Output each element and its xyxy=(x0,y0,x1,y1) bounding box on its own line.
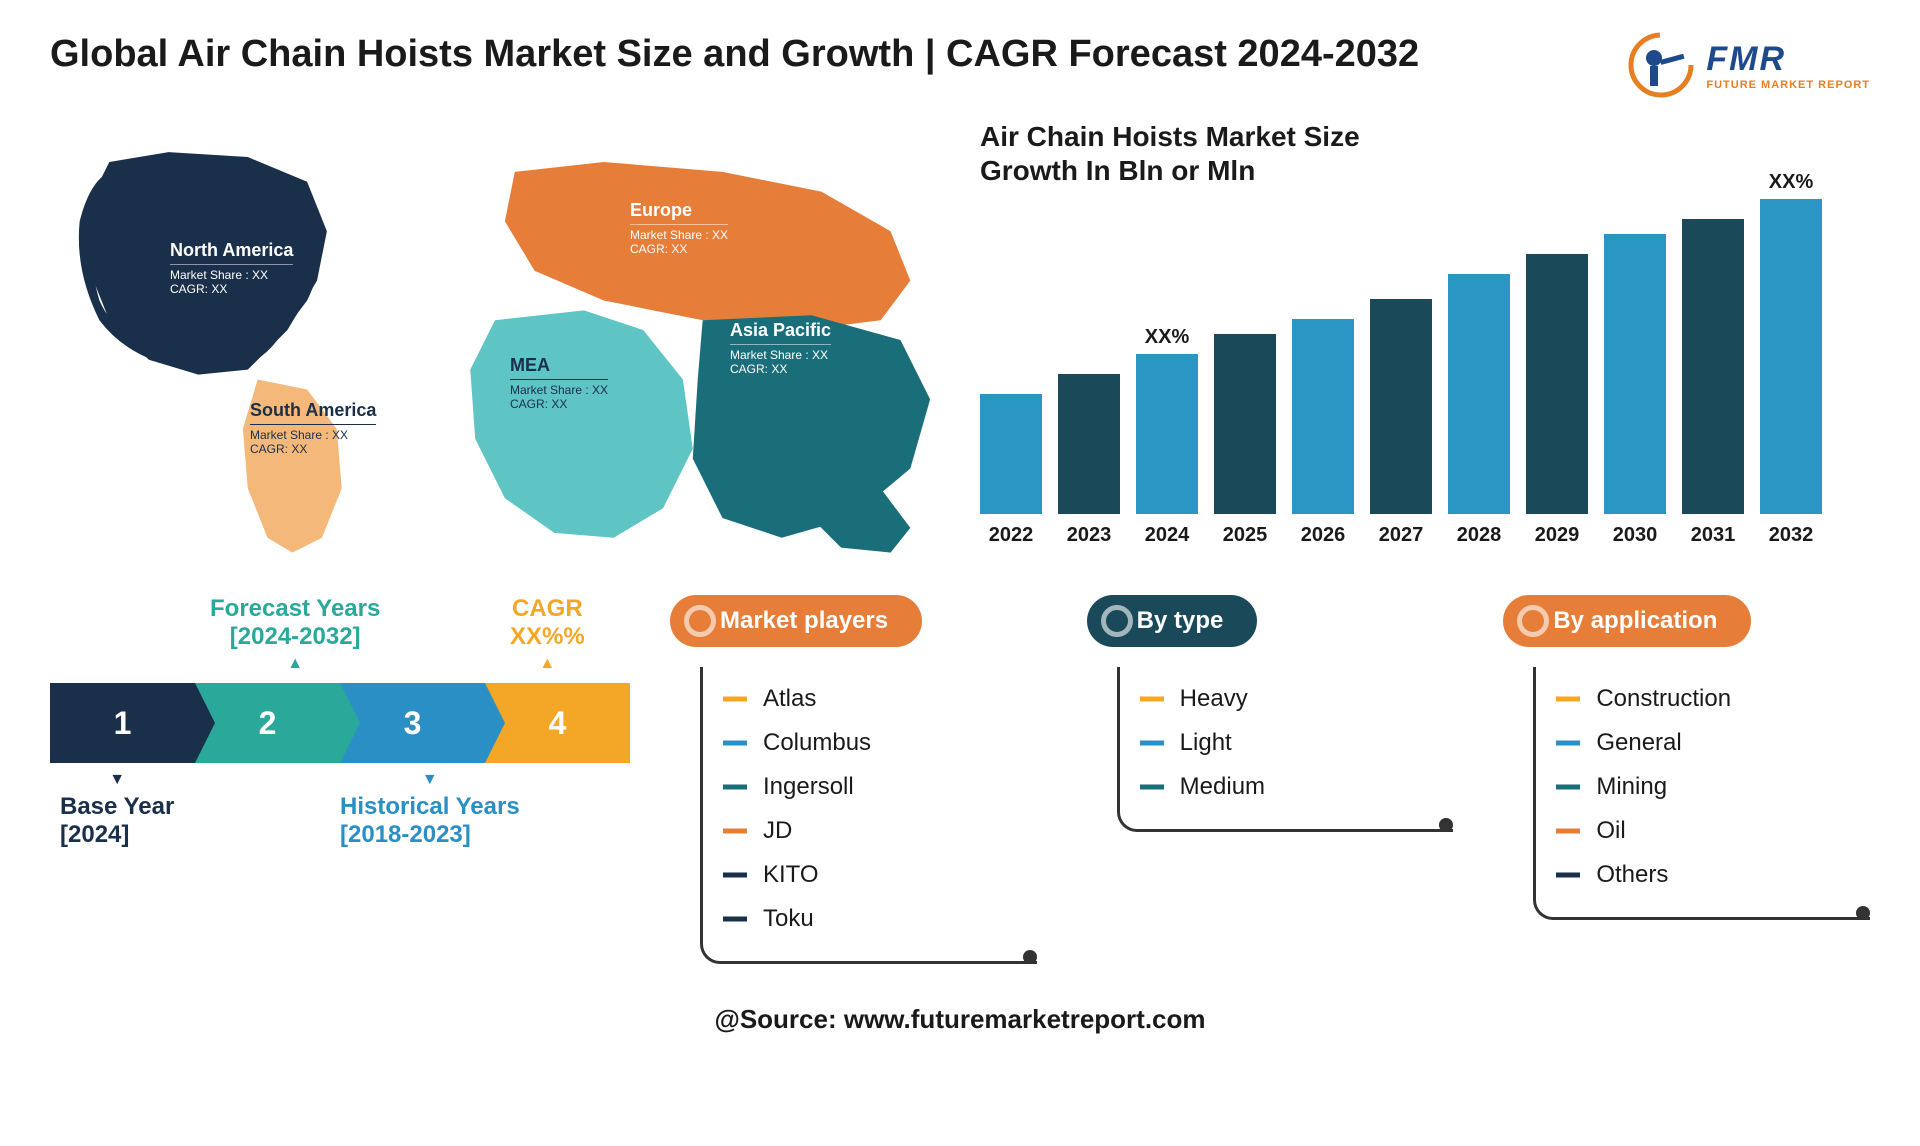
bar-year-label: 2031 xyxy=(1691,524,1736,547)
timeline-segment: 4 xyxy=(485,683,630,763)
category-item: Ingersoll xyxy=(723,765,1037,809)
header: Global Air Chain Hoists Market Size and … xyxy=(50,30,1870,100)
bar xyxy=(1526,254,1588,514)
bar xyxy=(1136,354,1198,514)
bar xyxy=(1682,219,1744,514)
triangle-down-icon: ▲ xyxy=(510,655,585,673)
category-item: Atlas xyxy=(723,677,1037,721)
map-label-ap: Asia Pacific Market Share : XX CAGR: XX xyxy=(730,320,831,376)
category-item: Columbus xyxy=(723,721,1037,765)
world-map: North America Market Share : XX CAGR: XX… xyxy=(50,120,940,565)
category-item: Medium xyxy=(1140,765,1454,809)
bar-column: 2026 xyxy=(1292,319,1354,547)
map-australia-shape xyxy=(811,478,910,552)
category-list: HeavyLightMedium xyxy=(1140,677,1454,809)
category-item: General xyxy=(1556,721,1870,765)
category-item: KITO xyxy=(723,853,1037,897)
bar-year-label: 2024 xyxy=(1145,524,1190,547)
bar-chart: 20222023XX%20242025202620272028202920302… xyxy=(980,207,1870,547)
bar-annotation: XX% xyxy=(1145,326,1189,349)
map-label-na: North America Market Share : XX CAGR: XX xyxy=(170,240,293,296)
bar-column: 2030 xyxy=(1604,234,1666,547)
timeline-section: Forecast Years [2024-2032] ▲ CAGR XX%% ▲… xyxy=(50,595,630,871)
bar-column: 2028 xyxy=(1448,274,1510,547)
bar-year-label: 2029 xyxy=(1535,524,1580,547)
timeline-segment: 1 xyxy=(50,683,195,763)
page-title: Global Air Chain Hoists Market Size and … xyxy=(50,30,1419,79)
map-label-mea: MEA Market Share : XX CAGR: XX xyxy=(510,355,608,411)
timeline-segment: 2 xyxy=(195,683,340,763)
bar-column: XX%2024 xyxy=(1136,354,1198,547)
category-item: Oil xyxy=(1556,809,1870,853)
category-pill: Market players xyxy=(670,595,922,647)
bar-year-label: 2032 xyxy=(1769,524,1814,547)
map-label-sa: South America Market Share : XX CAGR: XX xyxy=(250,400,376,456)
bar xyxy=(1604,234,1666,514)
category-item: Heavy xyxy=(1140,677,1454,721)
bar-annotation: XX% xyxy=(1769,171,1813,194)
category-column: Market players AtlasColumbusIngersollJDKI… xyxy=(670,595,1037,964)
timeline-segment: 3 xyxy=(340,683,485,763)
bar xyxy=(1058,374,1120,514)
bar xyxy=(1214,334,1276,514)
bar-column: 2023 xyxy=(1058,374,1120,547)
timeline-bar: 1234 xyxy=(50,683,630,763)
bar-year-label: 2025 xyxy=(1223,524,1268,547)
bottom-row: Forecast Years [2024-2032] ▲ CAGR XX%% ▲… xyxy=(50,595,1870,964)
bar-column: 2031 xyxy=(1682,219,1744,547)
top-row: North America Market Share : XX CAGR: XX… xyxy=(50,120,1870,565)
bar-column: 2022 xyxy=(980,394,1042,547)
bar-column: 2025 xyxy=(1214,334,1276,547)
bar-year-label: 2022 xyxy=(989,524,1034,547)
fmr-logo-icon xyxy=(1626,30,1696,100)
bar-year-label: 2027 xyxy=(1379,524,1424,547)
category-list: AtlasColumbusIngersollJDKITOToku xyxy=(723,677,1037,941)
category-bracket: ConstructionGeneralMiningOilOthers xyxy=(1533,667,1870,920)
category-column: By applicationConstructionGeneralMiningO… xyxy=(1503,595,1870,964)
map-label-eu: Europe Market Share : XX CAGR: XX xyxy=(630,200,728,256)
bar-year-label: 2023 xyxy=(1067,524,1112,547)
bar-year-label: 2030 xyxy=(1613,524,1658,547)
category-bracket: HeavyLightMedium xyxy=(1117,667,1454,832)
timeline-label-cagr: CAGR XX%% ▲ xyxy=(510,595,585,673)
category-item: JD xyxy=(723,809,1037,853)
bar xyxy=(1448,274,1510,514)
logo-text: FMR FUTURE MARKET REPORT xyxy=(1706,40,1870,91)
category-item: Light xyxy=(1140,721,1454,765)
timeline-label-forecast: Forecast Years [2024-2032] ▲ xyxy=(210,595,380,673)
timeline-labels-top: Forecast Years [2024-2032] ▲ CAGR XX%% ▲ xyxy=(50,595,630,675)
bar-chart-section: Air Chain Hoists Market Size Growth In B… xyxy=(980,120,1870,565)
timeline-label-base: ▼ Base Year [2024] xyxy=(60,771,174,849)
bar xyxy=(1760,199,1822,514)
bar xyxy=(1370,299,1432,514)
triangle-down-icon: ▼ xyxy=(340,771,520,789)
triangle-down-icon: ▼ xyxy=(60,771,174,789)
category-column: By type HeavyLightMedium xyxy=(1087,595,1454,964)
bar-year-label: 2028 xyxy=(1457,524,1502,547)
bar-year-label: 2026 xyxy=(1301,524,1346,547)
category-pill: By type xyxy=(1087,595,1258,647)
category-item: Mining xyxy=(1556,765,1870,809)
timeline-label-historical: ▼ Historical Years [2018-2023] xyxy=(340,771,520,849)
bar xyxy=(1292,319,1354,514)
category-item: Others xyxy=(1556,853,1870,897)
bar xyxy=(980,394,1042,514)
map-region-mea xyxy=(470,310,693,537)
chart-title: Air Chain Hoists Market Size Growth In B… xyxy=(980,120,1360,187)
logo-fmr-text: FMR xyxy=(1706,40,1870,79)
bar-column: XX%2032 xyxy=(1760,199,1822,547)
logo-subtitle: FUTURE MARKET REPORT xyxy=(1706,79,1870,91)
category-section: Market players AtlasColumbusIngersollJDKI… xyxy=(670,595,1870,964)
logo: FMR FUTURE MARKET REPORT xyxy=(1626,30,1870,100)
source-attribution: @Source: www.futuremarketreport.com xyxy=(50,1004,1870,1035)
category-pill: By application xyxy=(1503,595,1751,647)
category-bracket: AtlasColumbusIngersollJDKITOToku xyxy=(700,667,1037,964)
timeline-labels-bottom: ▼ Base Year [2024] ▼ Historical Years [2… xyxy=(50,771,630,871)
category-item: Construction xyxy=(1556,677,1870,721)
bar-column: 2027 xyxy=(1370,299,1432,547)
category-list: ConstructionGeneralMiningOilOthers xyxy=(1556,677,1870,897)
category-item: Toku xyxy=(723,897,1037,941)
bar-column: 2029 xyxy=(1526,254,1588,547)
triangle-down-icon: ▲ xyxy=(210,655,380,673)
